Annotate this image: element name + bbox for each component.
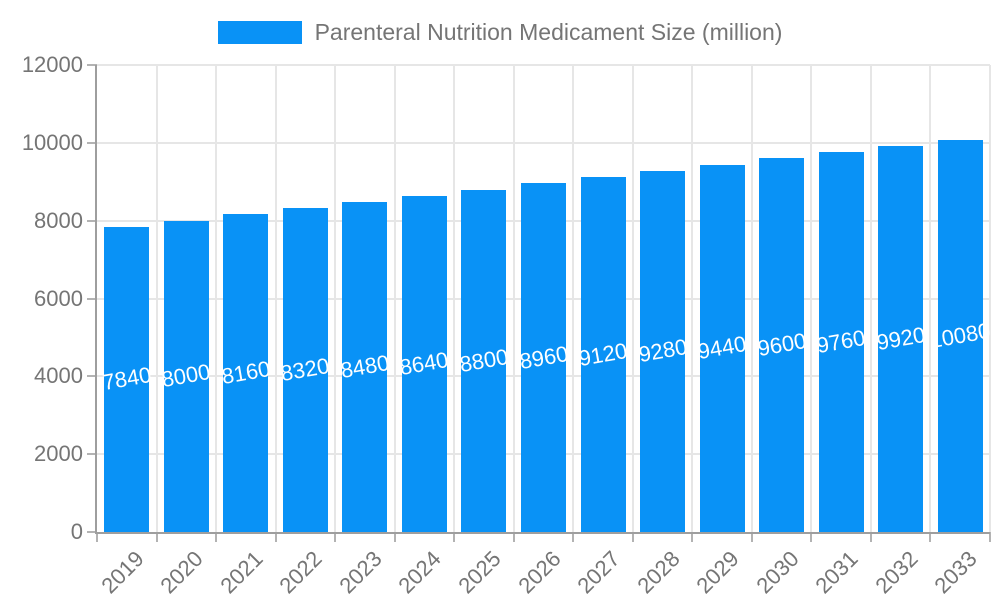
x-axis-tick bbox=[750, 532, 753, 542]
legend[interactable]: Parenteral Nutrition Medicament Size (mi… bbox=[0, 14, 1000, 50]
bar[interactable] bbox=[223, 214, 269, 532]
bar[interactable] bbox=[104, 226, 150, 532]
v-gridline bbox=[393, 65, 396, 532]
x-tick-label: 2031 bbox=[810, 546, 863, 599]
bar[interactable] bbox=[342, 201, 388, 532]
x-tick-label: 2030 bbox=[751, 546, 804, 599]
y-tick-label: 12000 bbox=[21, 52, 83, 77]
y-axis-tick bbox=[87, 375, 97, 378]
y-tick-label: 4000 bbox=[34, 363, 83, 389]
bar[interactable] bbox=[163, 220, 209, 532]
legend-swatch-icon bbox=[217, 20, 302, 44]
x-tick-label: 2025 bbox=[453, 546, 506, 599]
y-axis-tick bbox=[87, 141, 97, 144]
v-gridline bbox=[453, 65, 456, 532]
v-gridline bbox=[215, 65, 218, 532]
x-axis-tick bbox=[512, 532, 515, 542]
y-axis-tick bbox=[87, 531, 97, 533]
h-gridline bbox=[97, 141, 990, 144]
bar[interactable] bbox=[818, 152, 864, 532]
bar[interactable] bbox=[937, 139, 983, 532]
x-axis-line bbox=[95, 532, 990, 534]
x-tick-label: 2032 bbox=[870, 546, 923, 599]
x-tick-label: 2033 bbox=[929, 546, 982, 599]
x-tick-label: 2019 bbox=[96, 546, 149, 599]
x-axis-tick bbox=[869, 532, 872, 542]
v-gridline bbox=[572, 65, 575, 532]
bar[interactable] bbox=[759, 158, 805, 532]
y-axis-tick bbox=[87, 297, 97, 300]
y-axis-line bbox=[95, 65, 97, 534]
v-gridline bbox=[929, 65, 932, 532]
y-tick-label: 10000 bbox=[21, 129, 83, 155]
x-axis-tick bbox=[631, 532, 634, 542]
bar[interactable] bbox=[521, 183, 566, 532]
legend-label: Parenteral Nutrition Medicament Size (mi… bbox=[314, 18, 783, 45]
x-axis-tick bbox=[334, 532, 337, 542]
x-tick-label: 2021 bbox=[215, 546, 268, 599]
x-tick-label: 2022 bbox=[274, 546, 328, 599]
y-tick-label: 6000 bbox=[34, 285, 83, 311]
v-gridline bbox=[155, 65, 158, 532]
x-axis-tick bbox=[215, 532, 218, 542]
x-axis-tick bbox=[453, 532, 456, 542]
x-axis-tick bbox=[691, 532, 694, 542]
x-tick-label: 2029 bbox=[691, 546, 744, 599]
v-gridline bbox=[869, 65, 872, 532]
y-axis-tick bbox=[87, 219, 97, 222]
y-axis-tick bbox=[87, 64, 97, 66]
x-tick-label: 2024 bbox=[393, 546, 447, 599]
bar[interactable] bbox=[878, 145, 924, 532]
v-gridline bbox=[989, 65, 991, 532]
x-tick-label: 2028 bbox=[631, 546, 685, 599]
x-tick-label: 2020 bbox=[155, 546, 208, 599]
bar[interactable] bbox=[461, 189, 507, 532]
y-axis-tick bbox=[87, 453, 97, 456]
h-gridline bbox=[97, 64, 990, 66]
y-tick-label: 0 bbox=[70, 519, 83, 544]
v-gridline bbox=[810, 65, 813, 532]
x-tick-label: 2023 bbox=[334, 546, 387, 599]
x-axis-tick bbox=[393, 532, 396, 542]
y-tick-label: 2000 bbox=[34, 441, 83, 467]
v-gridline bbox=[631, 65, 634, 532]
y-tick-label: 8000 bbox=[34, 207, 83, 233]
x-axis-tick bbox=[989, 532, 991, 542]
bar[interactable] bbox=[640, 170, 686, 532]
v-gridline bbox=[512, 65, 515, 532]
bar[interactable] bbox=[282, 208, 328, 532]
bar[interactable] bbox=[580, 177, 626, 532]
bar[interactable] bbox=[699, 164, 745, 532]
bar[interactable] bbox=[401, 195, 447, 532]
x-axis-tick bbox=[274, 532, 277, 542]
x-axis-tick bbox=[155, 532, 158, 542]
x-axis-tick bbox=[96, 532, 98, 542]
x-tick-label: 2026 bbox=[512, 546, 566, 599]
v-gridline bbox=[750, 65, 753, 532]
x-axis-tick bbox=[572, 532, 575, 542]
v-gridline bbox=[334, 65, 337, 532]
v-gridline bbox=[274, 65, 277, 532]
x-axis-tick bbox=[810, 532, 813, 542]
v-gridline bbox=[691, 65, 694, 532]
x-axis-tick bbox=[929, 532, 932, 542]
x-tick-label: 2027 bbox=[572, 546, 625, 599]
